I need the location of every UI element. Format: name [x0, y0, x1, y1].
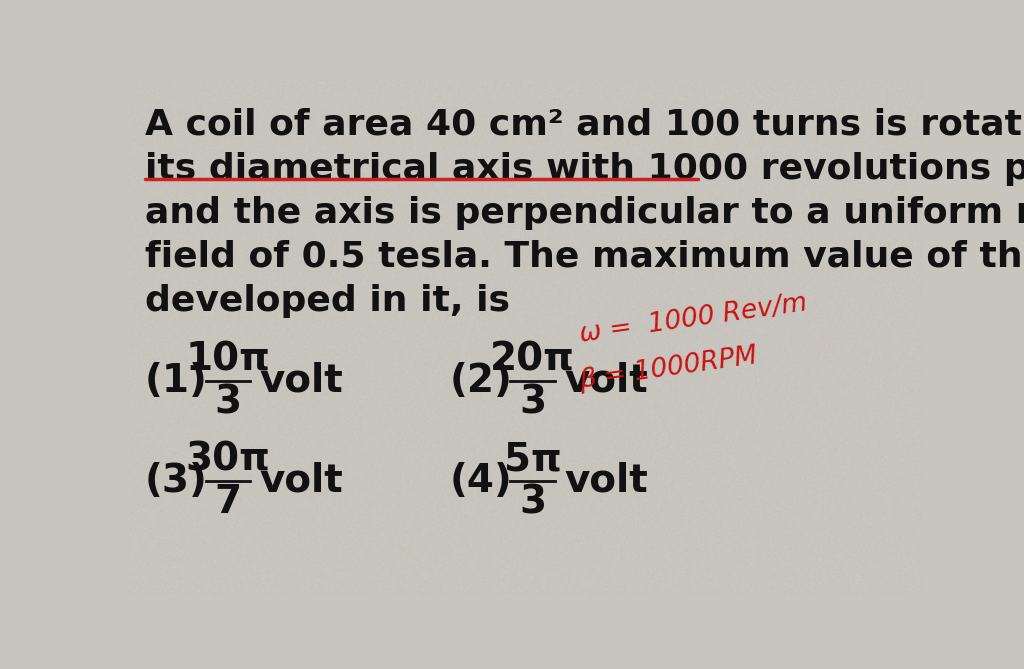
- Text: 3: 3: [519, 483, 546, 521]
- Text: field of 0.5 tesla. The maximum value of the emf: field of 0.5 tesla. The maximum value of…: [145, 240, 1024, 274]
- Text: 7: 7: [214, 483, 242, 521]
- Text: (1): (1): [145, 361, 208, 399]
- Text: volt: volt: [564, 361, 648, 399]
- Text: A coil of area 40 cm² and 100 turns is rotating about: A coil of area 40 cm² and 100 turns is r…: [145, 108, 1024, 142]
- Text: volt: volt: [564, 462, 648, 500]
- Text: volt: volt: [260, 462, 343, 500]
- Text: (4): (4): [450, 462, 512, 500]
- Text: 3: 3: [519, 383, 546, 421]
- Text: and the axis is perpendicular to a uniform magnetic: and the axis is perpendicular to a unifo…: [145, 196, 1024, 229]
- Text: 20π: 20π: [490, 340, 575, 378]
- Text: (3): (3): [145, 462, 208, 500]
- Text: 5π: 5π: [504, 440, 561, 478]
- Text: 3: 3: [214, 383, 242, 421]
- Text: 30π: 30π: [185, 440, 270, 478]
- Text: its diametrical axis with 1000 revolutions per minute: its diametrical axis with 1000 revolutio…: [145, 152, 1024, 186]
- Text: β = 1000RPM: β = 1000RPM: [578, 344, 759, 395]
- Text: ω =  1000 Rev/m: ω = 1000 Rev/m: [578, 290, 809, 348]
- Text: volt: volt: [260, 361, 343, 399]
- Text: developed in it, is: developed in it, is: [145, 284, 510, 318]
- Text: (2): (2): [450, 361, 512, 399]
- Text: 10π: 10π: [185, 340, 270, 378]
